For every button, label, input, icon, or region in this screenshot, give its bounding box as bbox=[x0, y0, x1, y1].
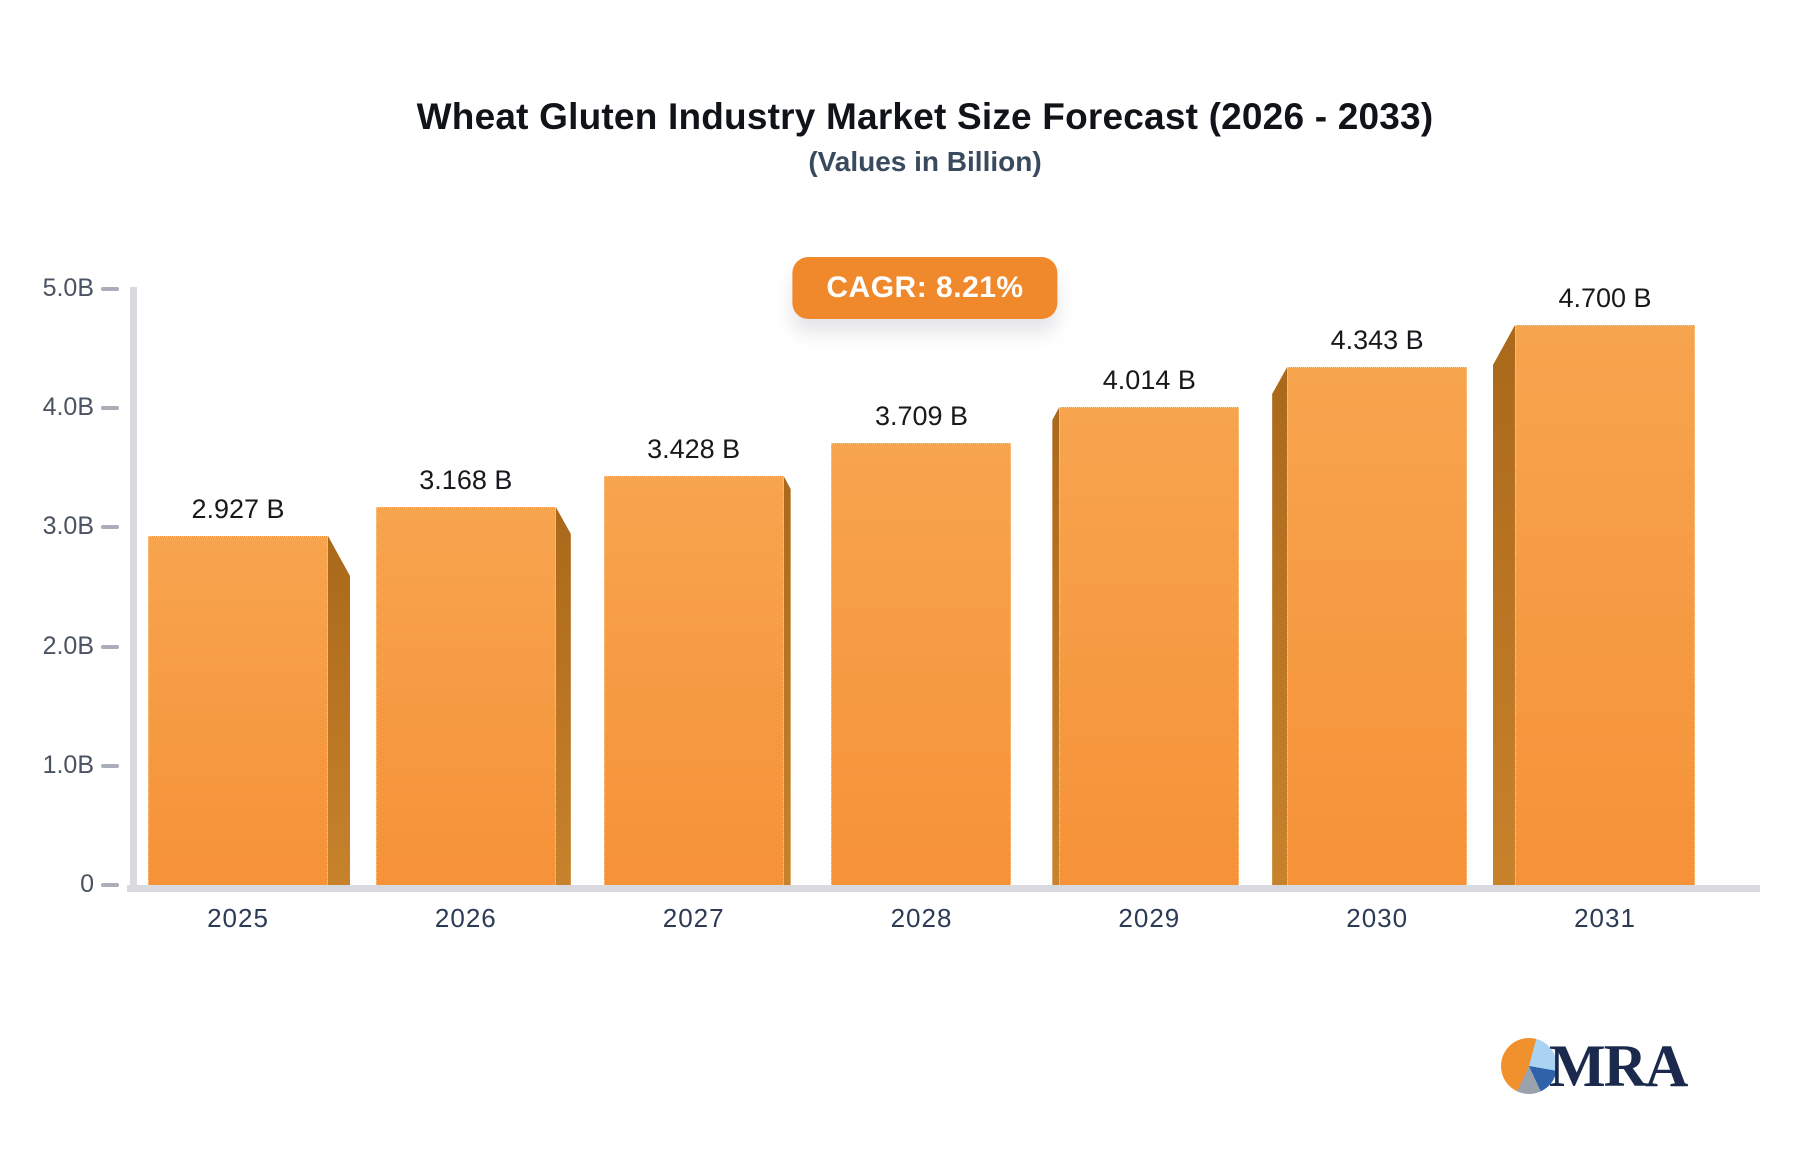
bar-2026 bbox=[375, 507, 556, 885]
x-axis-label: 2030 bbox=[1346, 903, 1409, 933]
x-axis-label: 2028 bbox=[890, 903, 953, 933]
bar-side-face bbox=[555, 507, 571, 885]
y-tick-dash bbox=[101, 525, 119, 530]
bar-side-face bbox=[1492, 325, 1515, 885]
bar-value-label: 4.343 B bbox=[1330, 325, 1424, 355]
y-tick-label: 1.0B bbox=[42, 750, 94, 779]
bar-side-face bbox=[1052, 407, 1060, 885]
bar-value-label: 3.709 B bbox=[874, 401, 969, 431]
bar-value-label: 4.700 B bbox=[1558, 283, 1652, 313]
bar-2029 bbox=[1059, 407, 1240, 885]
y-tick-dash bbox=[101, 287, 119, 291]
bar-value-label: 2.927 B bbox=[191, 494, 285, 524]
bar-2025 bbox=[148, 536, 328, 885]
x-axis-label: 2029 bbox=[1118, 903, 1181, 933]
bar-2027 bbox=[603, 476, 784, 885]
y-tick-label: 3.0B bbox=[42, 512, 94, 541]
cagr-badge-label: CAGR: 8.21% bbox=[826, 271, 1024, 304]
mra-logo: MRA bbox=[1501, 1033, 1688, 1099]
x-axis-label: 2025 bbox=[207, 903, 269, 933]
y-tick-dash bbox=[101, 406, 119, 411]
bar-value-label: 4.014 B bbox=[1102, 365, 1196, 395]
y-tick-dash bbox=[101, 644, 119, 649]
bar-side-face bbox=[783, 476, 791, 885]
y-tick-label: 5.0B bbox=[42, 274, 94, 302]
bar-2030 bbox=[1287, 367, 1468, 885]
cagr-badge: CAGR: 8.21% bbox=[792, 257, 1058, 319]
x-axis-label: 2027 bbox=[662, 903, 725, 933]
chart-title: Wheat Gluten Industry Market Size Foreca… bbox=[416, 96, 1434, 137]
y-tick-label: 4.0B bbox=[42, 393, 94, 422]
x-axis-line bbox=[127, 885, 1760, 892]
y-tick-label: 0 bbox=[80, 870, 94, 898]
pie-chart-logo-icon bbox=[1501, 1038, 1557, 1094]
bar-2028 bbox=[831, 443, 1012, 885]
bar-side-face bbox=[328, 536, 350, 885]
x-axis-label: 2026 bbox=[434, 903, 497, 933]
bar-2031 bbox=[1514, 325, 1695, 885]
mra-logo-text: MRA bbox=[1549, 1033, 1688, 1099]
y-tick-dash bbox=[101, 763, 119, 768]
chart-subtitle: (Values in Billion) bbox=[808, 146, 1042, 177]
bar-side-face bbox=[1272, 367, 1288, 885]
x-axis-label: 2031 bbox=[1574, 903, 1636, 933]
bar-value-label: 3.168 B bbox=[419, 465, 513, 495]
y-tick-label: 2.0B bbox=[42, 631, 94, 660]
bar-value-label: 3.428 B bbox=[647, 434, 741, 464]
y-tick-dash bbox=[101, 883, 119, 887]
y-axis-line bbox=[130, 287, 137, 888]
